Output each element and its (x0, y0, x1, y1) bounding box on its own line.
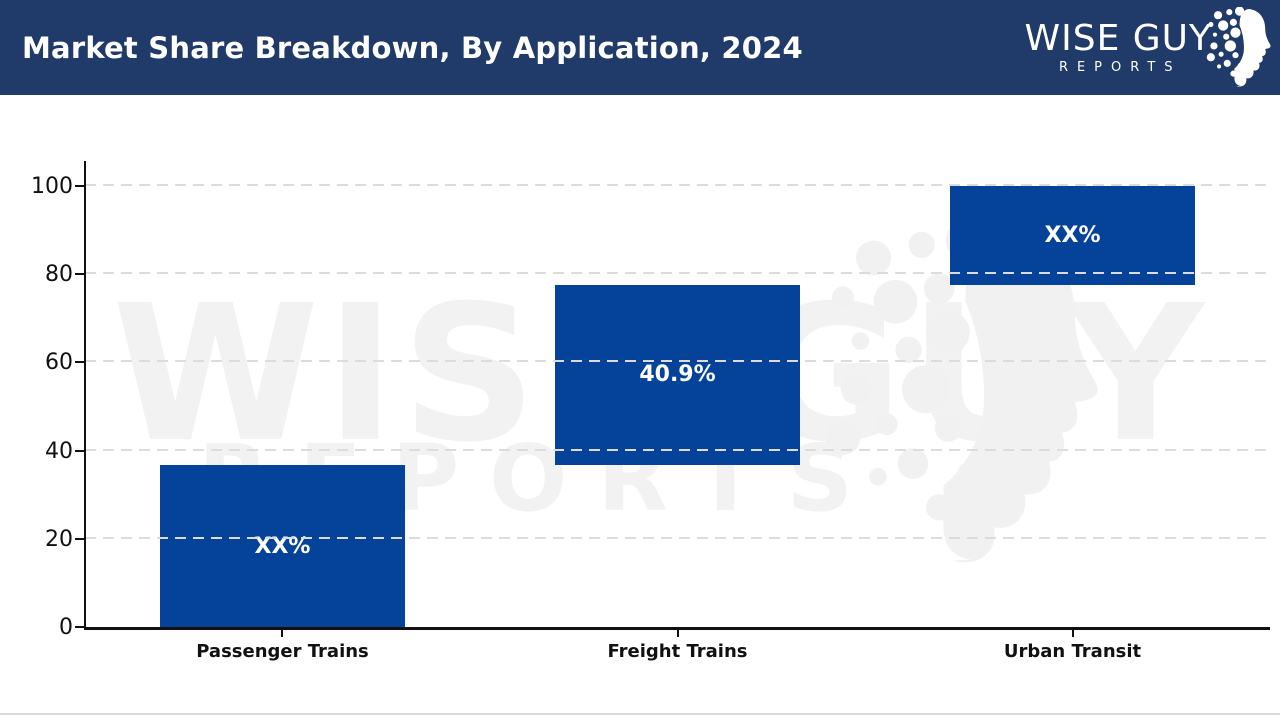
y-tick-mark (75, 449, 85, 452)
logo-face-icon (1206, 6, 1271, 86)
y-tick-label: 40 (45, 438, 73, 464)
y-tick-mark (75, 361, 85, 364)
x-category-label: Passenger Trains (196, 641, 369, 662)
gridline (85, 536, 1270, 539)
y-tick-mark (75, 273, 85, 276)
watermark-face-icon (825, 223, 1098, 563)
bar-passenger-trains: XX% (159, 465, 405, 627)
footer-divider (0, 713, 1280, 715)
wiseguy-logo: WISE GUY REPORTS (1025, 0, 1273, 95)
logo-subtitle: REPORTS (1058, 59, 1182, 75)
y-tick-label: 100 (31, 174, 73, 199)
bar-freight-trains: 40.9% (555, 284, 800, 466)
x-tick-mark (676, 627, 679, 637)
y-axis-spine (84, 161, 86, 630)
x-tick-mark (1071, 627, 1074, 637)
gridline (85, 360, 1270, 363)
bar-value-label: 40.9% (639, 362, 716, 388)
y-tick-mark (75, 626, 85, 628)
x-category-label: Freight Trains (607, 641, 748, 662)
x-tick-mark (281, 627, 284, 637)
y-tick-mark (75, 185, 85, 187)
x-axis-spine (84, 627, 1270, 630)
chart-area: WISE GUY REPORTS 0 20 40 60 80 100 XX% Passenge… (0, 95, 1280, 720)
gridline (85, 272, 1270, 275)
header-bar: Market Share Breakdown, By Application, … (0, 0, 1280, 95)
y-tick-label: 20 (45, 526, 73, 552)
gridline (85, 448, 1270, 451)
y-tick-label: 60 (45, 350, 73, 376)
logo-text: WISE GUY REPORTS (1024, 17, 1213, 75)
logo-wordmark: WISE GUY (1024, 17, 1212, 59)
y-tick-label: 0 (59, 615, 73, 640)
gridline (85, 184, 1270, 186)
y-tick-mark (75, 537, 85, 540)
bar-urban-transit: XX% (950, 186, 1195, 285)
x-category-label: Urban Transit (1003, 641, 1142, 662)
y-tick-label: 80 (45, 262, 73, 288)
plot-region: 0 20 40 60 80 100 XX% Passenger Trains 40.9% Frei… (31, 174, 1270, 662)
bar-value-label: XX% (1044, 222, 1101, 248)
page-title: Market Share Breakdown, By Application, … (22, 30, 803, 65)
